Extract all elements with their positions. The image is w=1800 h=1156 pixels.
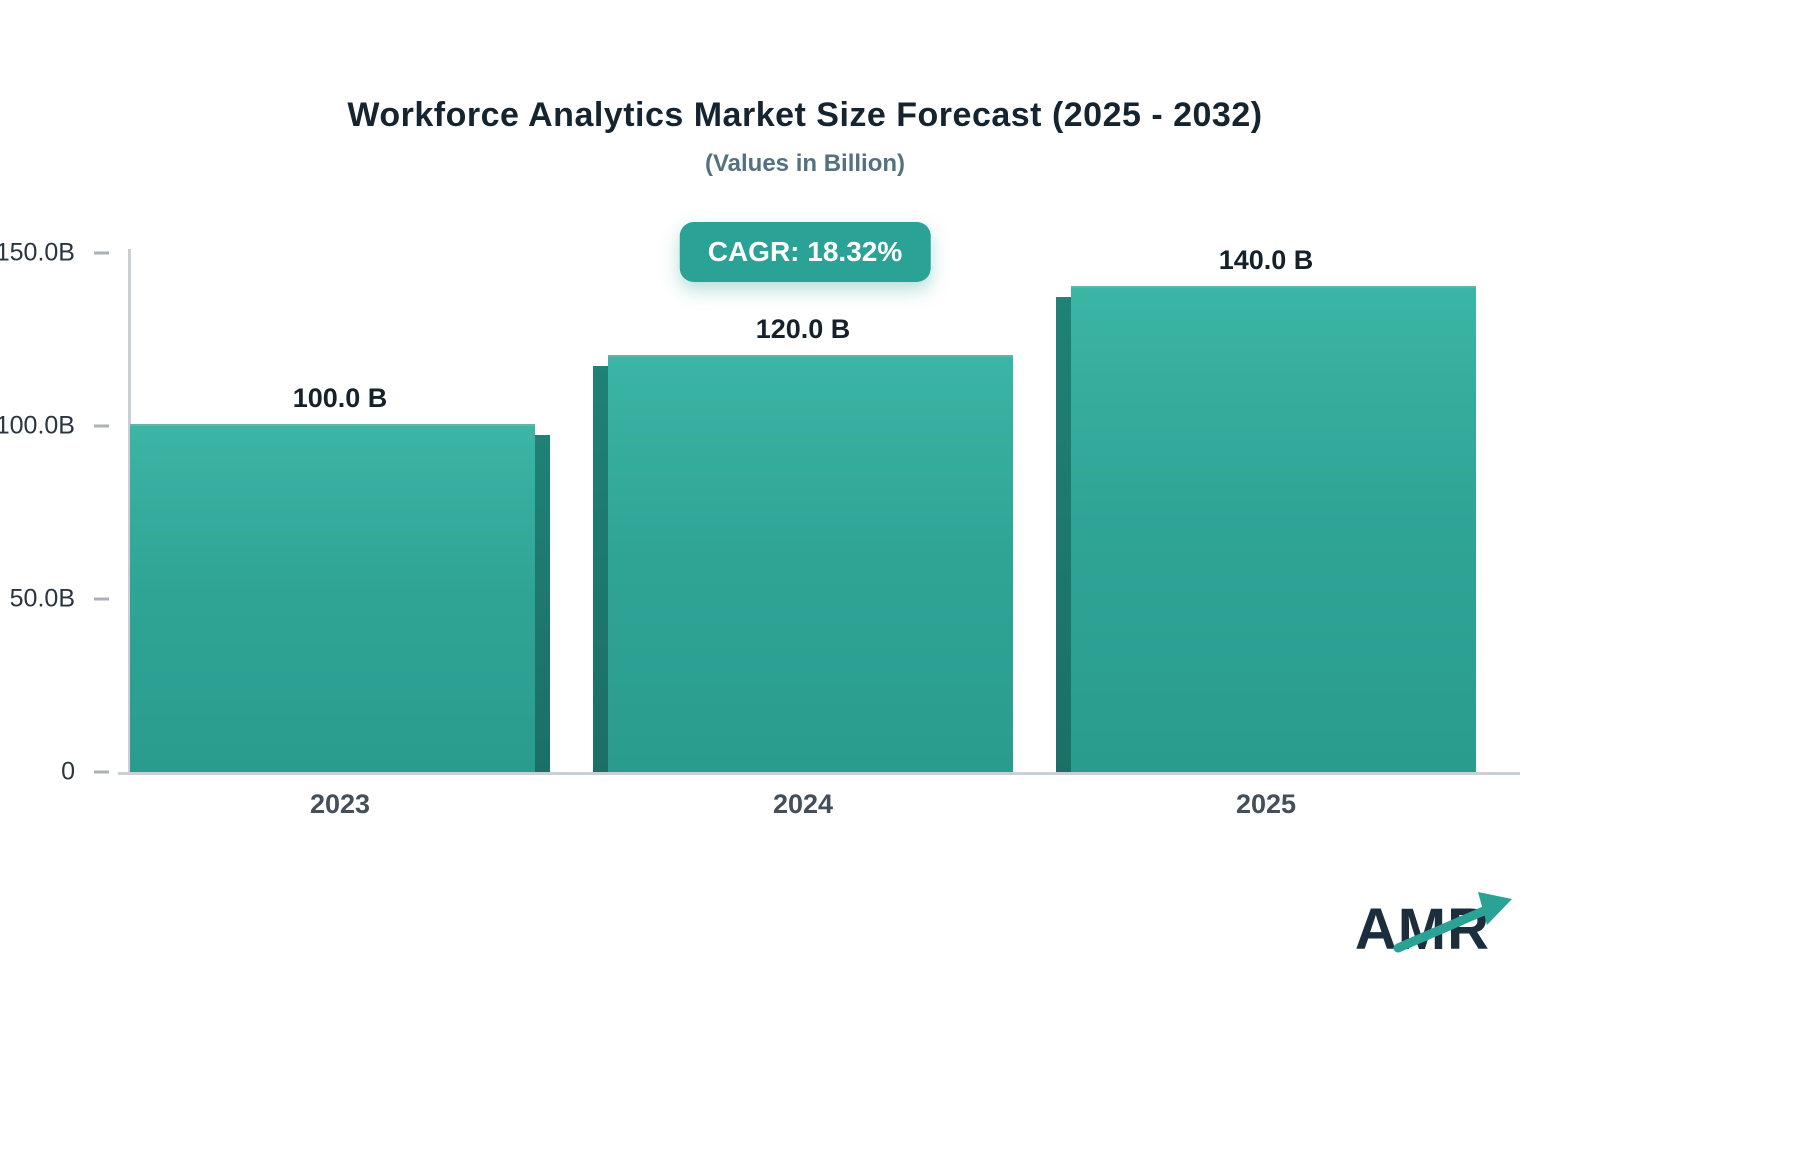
cagr-badge: CAGR: 18.32% bbox=[679, 222, 931, 282]
y-tick-label: 150.0B bbox=[0, 238, 75, 267]
bar-group-2023: 100.0 B 2023 bbox=[130, 253, 550, 819]
x-tick-label: 2025 bbox=[1235, 789, 1297, 819]
bar-group-2024: 120.0 B 2024 bbox=[593, 253, 1013, 819]
bar-3d-edge bbox=[535, 435, 550, 772]
y-tick-mark bbox=[94, 251, 109, 255]
bar-3d-edge bbox=[593, 365, 608, 772]
bar-2025 bbox=[1071, 285, 1476, 772]
y-tick-label: 100.0B bbox=[0, 411, 75, 440]
chart-subtitle: (Values in Billion) bbox=[704, 150, 906, 177]
y-tick-label: 50.0B bbox=[9, 584, 75, 613]
amr-logo: AMR bbox=[1354, 892, 1512, 963]
bar-value-label: 100.0 B bbox=[292, 383, 388, 413]
bar-group-2025: 140.0 B 2025 bbox=[1056, 245, 1476, 819]
y-tick-mark bbox=[94, 424, 109, 428]
y-axis-line bbox=[128, 249, 131, 774]
bar-value-label: 140.0 B bbox=[1218, 244, 1314, 275]
x-tick-label: 2023 bbox=[309, 789, 371, 819]
amr-logo-text: AMR bbox=[1354, 897, 1490, 962]
bar-3d-edge bbox=[1056, 296, 1071, 772]
bar-2024 bbox=[608, 354, 1013, 772]
y-tick-mark bbox=[94, 770, 109, 774]
x-tick-label: 2024 bbox=[772, 789, 834, 819]
bar-2023 bbox=[130, 424, 535, 772]
bar-value-label: 120.0 B bbox=[755, 313, 851, 344]
x-axis-line bbox=[118, 772, 1520, 775]
plot-area: 0 50.0B 100.0B 150.0B 100.0 B 2023 120.0 B 202… bbox=[0, 239, 1520, 819]
y-tick-mark bbox=[94, 597, 109, 601]
y-tick-label: 0 bbox=[61, 757, 75, 786]
chart-title: Workforce Analytics Market Size Forecast… bbox=[347, 96, 1263, 134]
